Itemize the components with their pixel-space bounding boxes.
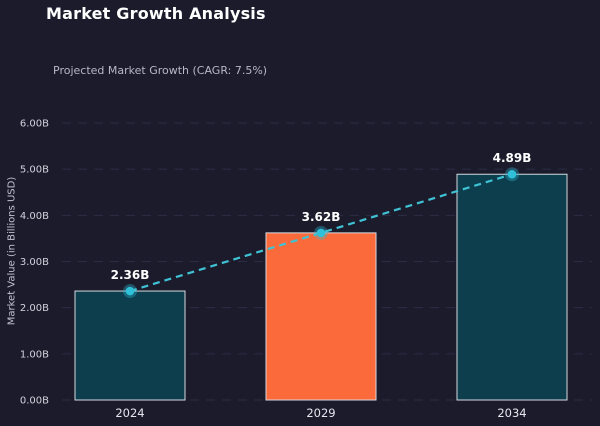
- y-tick-label: 1.00B: [20, 349, 49, 360]
- y-tick-label: 3.00B: [20, 257, 49, 268]
- x-tick-label: 2029: [306, 406, 335, 420]
- trend-marker: [125, 286, 135, 296]
- trend-line: [129, 173, 513, 293]
- trend-marker: [316, 228, 326, 238]
- y-tick-label: 6.00B: [20, 119, 49, 130]
- chart-subtitle: Projected Market Growth (CAGR: 7.5%): [53, 64, 268, 77]
- y-tick-label: 5.00B: [20, 165, 49, 176]
- y-tick-label: 0.00B: [20, 396, 49, 407]
- y-tick-label: 2.00B: [20, 303, 49, 314]
- bar-2029: [265, 232, 377, 401]
- value-label: 4.89B: [493, 151, 532, 165]
- x-tick-label: 2024: [115, 406, 144, 420]
- bar-2024: [74, 290, 186, 401]
- trend-marker: [507, 169, 517, 179]
- x-tick-label: 2034: [497, 406, 526, 420]
- value-label: 3.62B: [302, 210, 341, 224]
- chart-title: Market Growth Analysis: [46, 4, 266, 23]
- value-label: 2.36B: [111, 268, 150, 282]
- y-tick-label: 4.00B: [20, 211, 49, 222]
- bar-2034: [456, 173, 568, 401]
